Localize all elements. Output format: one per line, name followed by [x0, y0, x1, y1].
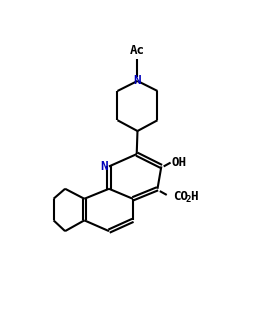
- Text: CO: CO: [173, 190, 188, 203]
- Text: N: N: [100, 160, 107, 173]
- Text: H: H: [190, 190, 197, 203]
- Text: 2: 2: [186, 195, 191, 204]
- Text: OH: OH: [172, 156, 187, 169]
- Text: N: N: [134, 74, 141, 87]
- Text: Ac: Ac: [130, 44, 145, 57]
